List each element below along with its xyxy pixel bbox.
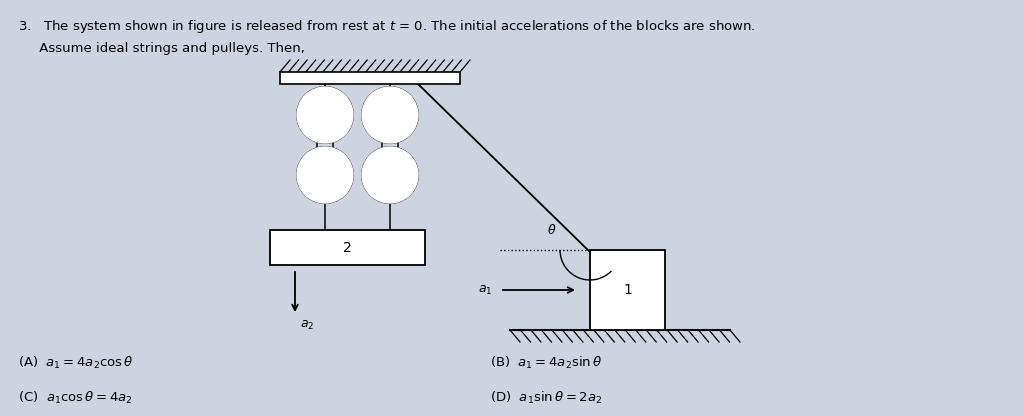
Bar (280, 72, 460, 84)
Text: (D)  $a_1 \sin\theta = 2a_2$: (D) $a_1 \sin\theta = 2a_2$ (490, 390, 602, 406)
Circle shape (297, 87, 353, 143)
Text: 2: 2 (343, 240, 352, 255)
Text: Assume ideal strings and pulleys. Then,: Assume ideal strings and pulleys. Then, (18, 42, 305, 55)
Bar (270, 230, 425, 265)
Text: $a_2$: $a_2$ (300, 319, 314, 332)
Bar (590, 250, 665, 330)
Text: (A)  $a_1 = 4a_2 \cos\theta$: (A) $a_1 = 4a_2 \cos\theta$ (18, 355, 133, 371)
Text: $a_1$: $a_1$ (477, 283, 492, 297)
Text: 3.   The system shown in figure is released from rest at $t$ = 0. The initial ac: 3. The system shown in figure is release… (18, 18, 756, 35)
Circle shape (297, 147, 353, 203)
Circle shape (362, 87, 418, 143)
Text: 1: 1 (623, 283, 632, 297)
Text: $\theta$: $\theta$ (547, 223, 557, 237)
Text: (C)  $a_1 \cos\theta = 4a_2$: (C) $a_1 \cos\theta = 4a_2$ (18, 390, 133, 406)
Circle shape (362, 147, 418, 203)
Text: (B)  $a_1 = 4a_2 \sin\theta$: (B) $a_1 = 4a_2 \sin\theta$ (490, 355, 602, 371)
